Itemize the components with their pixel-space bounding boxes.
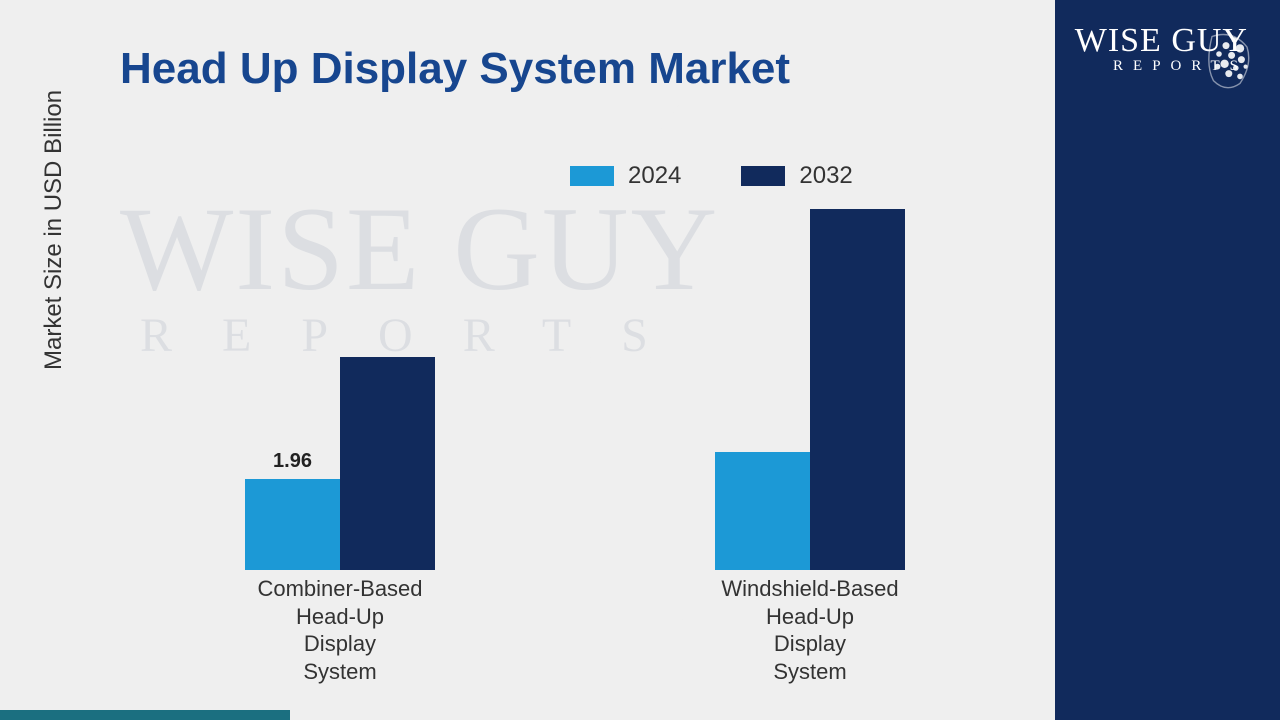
right-panel (1055, 0, 1280, 720)
brand-logo: WISE GUY REPORTS (1075, 22, 1248, 75)
bar (810, 209, 905, 570)
chart-title: Head Up Display System Market (120, 44, 790, 94)
bar-value-label: 1.96 (273, 450, 312, 479)
bar-group: 1.96 (230, 357, 450, 570)
legend-item: 2032 (741, 162, 852, 190)
legend-label: 2032 (799, 162, 852, 190)
decorative-stripe (0, 710, 290, 720)
legend-swatch-icon (741, 166, 785, 186)
category-label: Combiner-BasedHead-UpDisplaySystem (230, 575, 450, 685)
bar-chart: 1.96 (110, 200, 1010, 570)
bar: 1.96 (245, 479, 340, 570)
bar (340, 357, 435, 570)
y-axis-label: Market Size in USD Billion (40, 90, 68, 370)
bar-group (700, 209, 920, 570)
category-label: Windshield-BasedHead-UpDisplaySystem (700, 575, 920, 685)
legend-label: 2024 (628, 162, 681, 190)
brand-head-icon (1184, 26, 1254, 96)
chart-legend: 2024 2032 (570, 162, 853, 190)
legend-item: 2024 (570, 162, 681, 190)
plot-area: 1.96 (110, 200, 1010, 570)
page-root: WISE GUY REPORTS Head Up Display System … (0, 0, 1280, 720)
bar (715, 452, 810, 570)
legend-swatch-icon (570, 166, 614, 186)
